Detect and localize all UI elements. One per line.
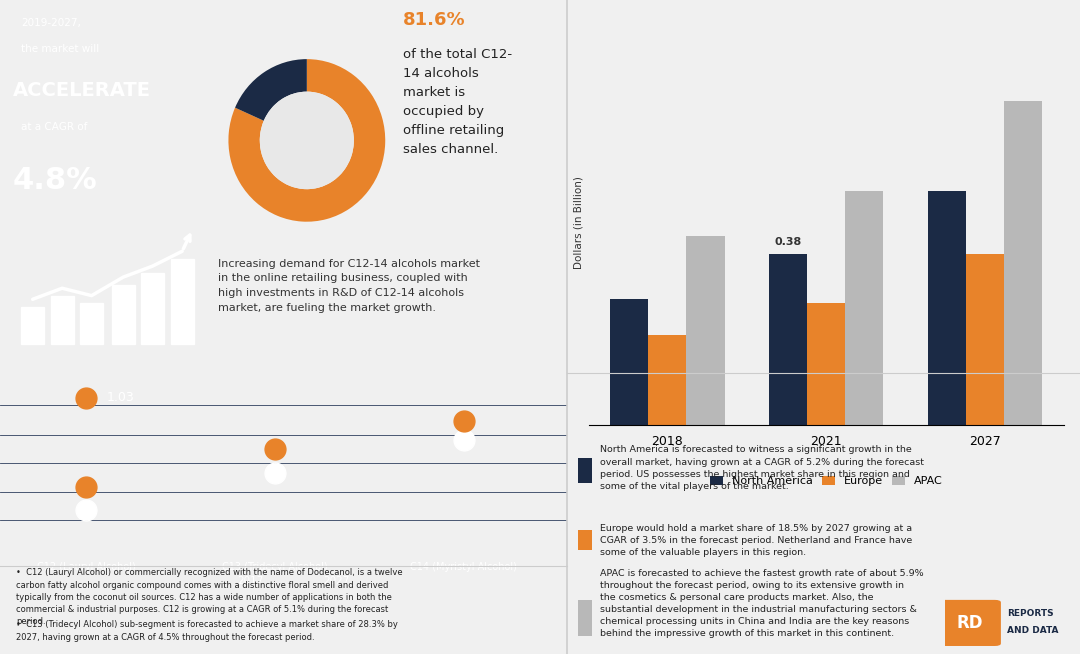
Text: •  C13 (Tridecyl Alcohol) sub-segment is forecasted to achieve a market share of: • C13 (Tridecyl Alcohol) sub-segment is … <box>16 621 399 642</box>
Text: at a CAGR of: at a CAGR of <box>22 122 87 132</box>
Text: AND DATA: AND DATA <box>1008 626 1058 635</box>
Text: C13 (Tridecyl Alcohol): C13 (Tridecyl Alcohol) <box>222 562 327 572</box>
Text: 2019-2027,: 2019-2027, <box>22 18 81 29</box>
Bar <box>769 254 807 425</box>
Bar <box>51 296 73 343</box>
Text: Increasing demand for C12-14 alcohols market
in the online retailing business, c: Increasing demand for C12-14 alcohols ma… <box>218 258 480 313</box>
FancyBboxPatch shape <box>578 600 592 636</box>
Text: 1.03: 1.03 <box>107 391 134 404</box>
Bar <box>610 299 648 425</box>
Text: •  C12 (Lauryl Alcohol) or commercially recognized with the name of Dodecanol, i: • C12 (Lauryl Alcohol) or commercially r… <box>16 568 403 626</box>
Text: C12 (Lauryl Alcohol): C12 (Lauryl Alcohol) <box>37 562 135 572</box>
Text: 2027: 2027 <box>323 576 350 586</box>
Bar <box>846 191 883 425</box>
Bar <box>648 335 687 425</box>
FancyBboxPatch shape <box>939 600 1001 646</box>
Bar <box>80 303 104 343</box>
Circle shape <box>260 92 354 189</box>
Bar <box>171 258 193 343</box>
Text: 2017: 2017 <box>238 576 264 586</box>
Text: REPORTS: REPORTS <box>1008 609 1054 617</box>
Bar <box>141 273 164 343</box>
Bar <box>966 254 1004 425</box>
Text: the market will: the market will <box>22 44 99 54</box>
Wedge shape <box>229 59 386 222</box>
Bar <box>1004 101 1042 425</box>
Text: 81.6%: 81.6% <box>403 11 465 29</box>
Text: ACCELERATE: ACCELERATE <box>13 81 150 100</box>
Bar <box>22 307 44 343</box>
FancyBboxPatch shape <box>578 530 592 551</box>
Bar <box>928 191 966 425</box>
Text: 4.8%: 4.8% <box>13 166 97 196</box>
Text: Europe would hold a market share of 18.5% by 2027 growing at a
CGAR of 3.5% in t: Europe would hold a market share of 18.5… <box>600 524 913 557</box>
Wedge shape <box>235 59 307 121</box>
Text: North America is forecasted to witness a significant growth in the
overall marke: North America is forecasted to witness a… <box>600 445 924 490</box>
Text: 0.38: 0.38 <box>774 237 801 247</box>
Bar <box>111 284 135 343</box>
Bar <box>807 303 846 425</box>
Text: RD: RD <box>957 614 983 632</box>
Text: of the total C12-
14 alcohols
market is
occupied by
offline retailing
sales chan: of the total C12- 14 alcohols market is … <box>403 48 512 156</box>
FancyBboxPatch shape <box>578 458 592 483</box>
Text: C14 (Myristyl Alcohol): C14 (Myristyl Alcohol) <box>410 562 517 572</box>
Text: APAC is forecasted to achieve the fastest growth rate of about 5.9%
throughout t: APAC is forecasted to achieve the fastes… <box>600 568 924 638</box>
Bar <box>687 236 725 425</box>
Legend: North America, Europe, APAC: North America, Europe, APAC <box>705 471 947 490</box>
Y-axis label: Dollars (in Billion): Dollars (in Billion) <box>573 176 583 269</box>
